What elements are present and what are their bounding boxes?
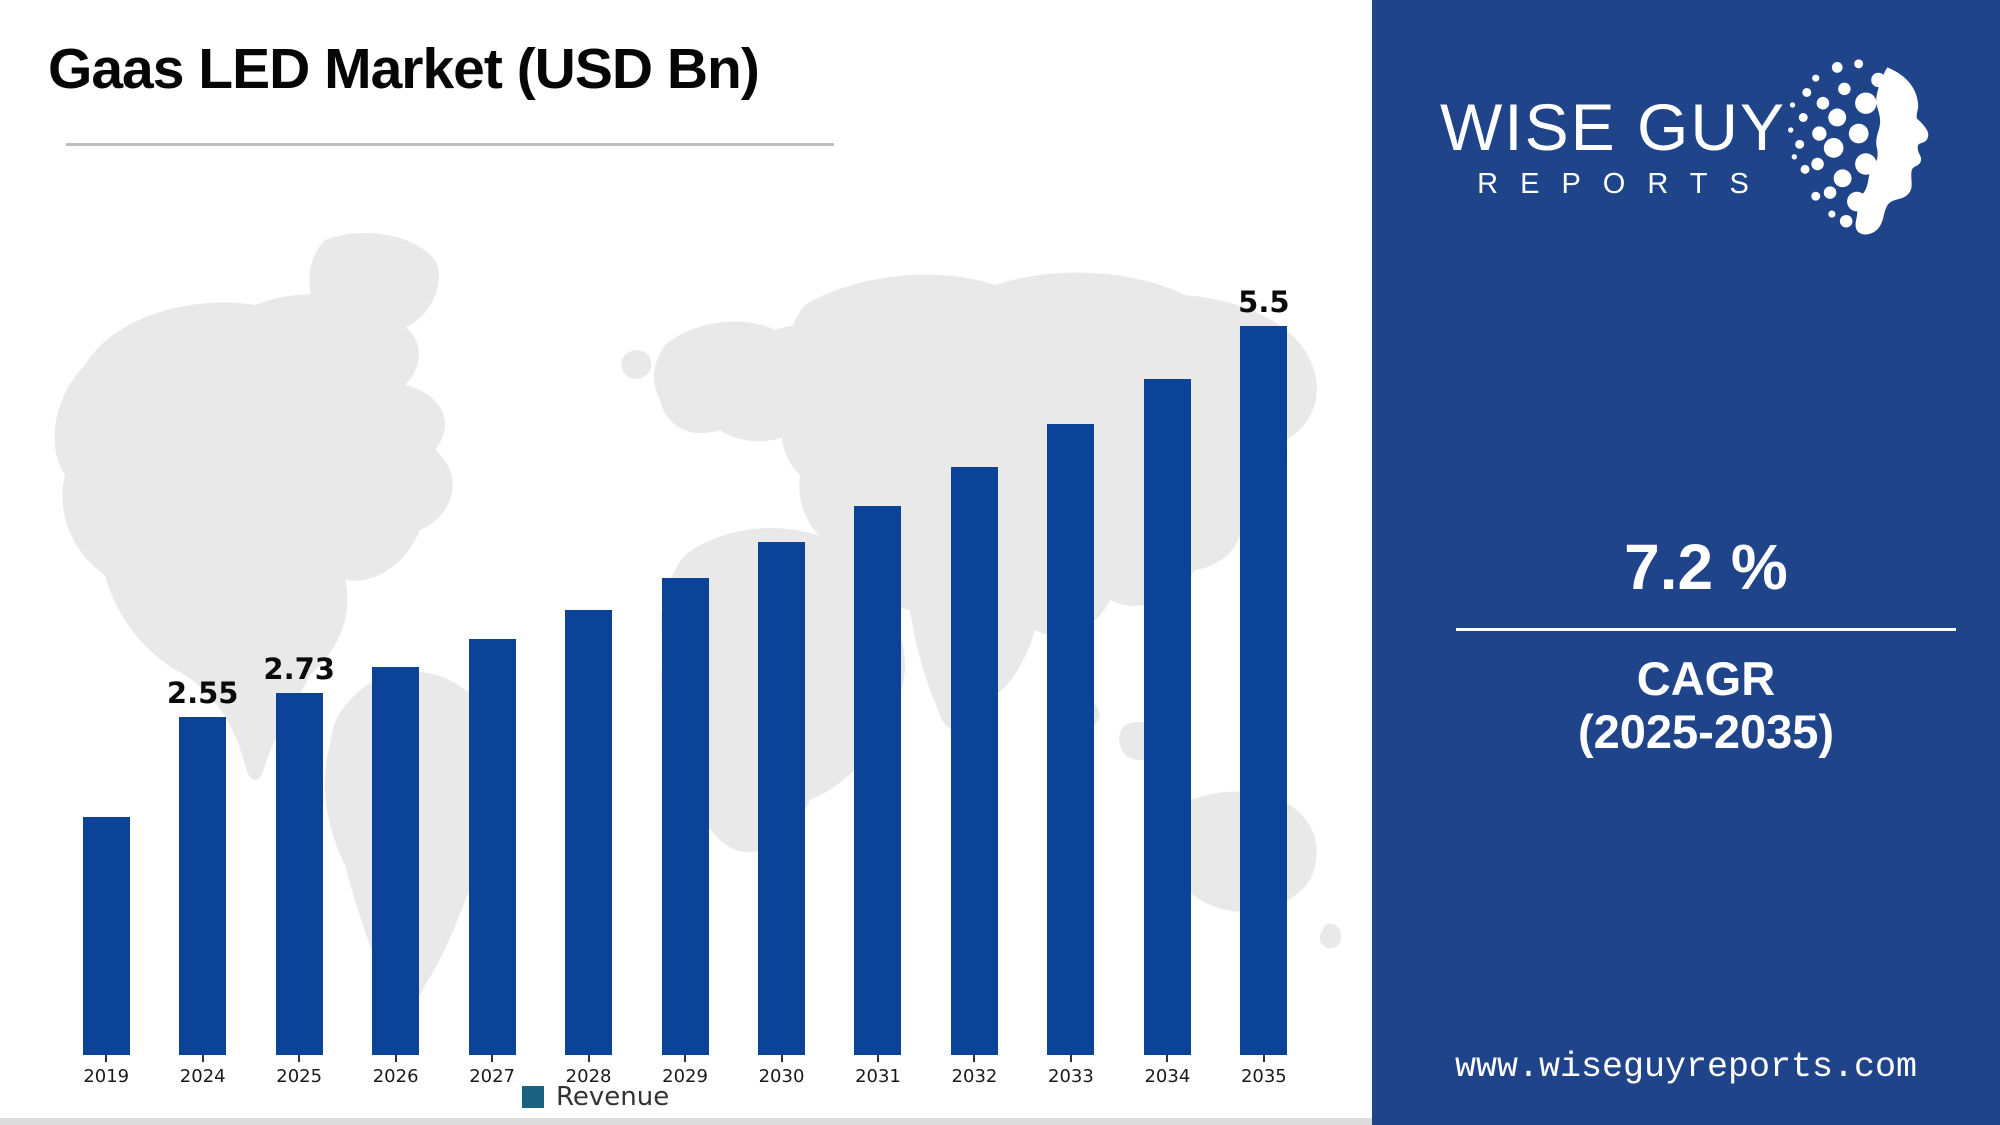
axis-tick bbox=[1262, 1055, 1265, 1062]
bar-value-label: 2.73 bbox=[263, 652, 335, 687]
bar-2026 bbox=[372, 666, 420, 1055]
bar-column-2034 bbox=[1119, 275, 1215, 1055]
bar-chart: 2.55 2.73 5.5 bbox=[58, 275, 1312, 1055]
x-axis-label: 2026 bbox=[372, 1066, 419, 1087]
axis-tick bbox=[491, 1055, 494, 1062]
x-axis-group-2029: 2029 bbox=[637, 1055, 733, 1087]
bar-column-2019 bbox=[58, 275, 154, 1055]
brand-logo: WISE GUY REPORTS bbox=[1372, 52, 2000, 242]
axis-tick bbox=[394, 1055, 397, 1062]
x-axis-group-2024: 2024 bbox=[154, 1055, 250, 1087]
bar-column-2026 bbox=[347, 275, 443, 1055]
x-axis-group-2031: 2031 bbox=[830, 1055, 926, 1087]
bar-column-2035: 5.5 bbox=[1216, 275, 1312, 1055]
x-axis-label: 2032 bbox=[951, 1066, 998, 1087]
x-axis-group-2030: 2030 bbox=[733, 1055, 829, 1087]
bar-2019 bbox=[82, 816, 130, 1055]
chart-section: Gaas LED Market (USD Bn) bbox=[0, 37, 1372, 1125]
bar-2030 bbox=[758, 542, 806, 1055]
x-axis-group-2033: 2033 bbox=[1023, 1055, 1119, 1087]
bar-2025 bbox=[275, 693, 323, 1055]
x-axis-group-2019: 2019 bbox=[58, 1055, 154, 1087]
bar-2029 bbox=[661, 578, 709, 1055]
x-axis-group-2032: 2032 bbox=[926, 1055, 1022, 1087]
x-axis-label: 2025 bbox=[276, 1066, 323, 1087]
axis-tick bbox=[201, 1055, 204, 1062]
bar-2033 bbox=[1047, 424, 1095, 1055]
x-axis-label: 2028 bbox=[565, 1066, 612, 1087]
bar-2035 bbox=[1240, 326, 1288, 1055]
x-axis-label: 2029 bbox=[662, 1066, 708, 1087]
bar-column-2024: 2.55 bbox=[154, 275, 250, 1055]
x-axis-group-2034: 2034 bbox=[1119, 1055, 1215, 1087]
x-axis: 2019 2024 2025 2026 2027 2028 2029 2030 2031 2032… bbox=[58, 1055, 1312, 1087]
legend-swatch bbox=[522, 1086, 544, 1108]
x-axis-label: 2027 bbox=[469, 1066, 516, 1087]
x-axis-label: 2033 bbox=[1048, 1066, 1094, 1087]
bar-2028 bbox=[565, 609, 613, 1055]
bar-column-2030 bbox=[733, 275, 829, 1055]
bar-column-2028 bbox=[540, 275, 636, 1055]
axis-tick bbox=[587, 1055, 590, 1062]
logo-wise-guy: WISE GUY bbox=[1439, 89, 1787, 164]
axis-tick bbox=[298, 1055, 301, 1062]
cagr-divider bbox=[1456, 628, 1956, 631]
x-axis-label: 2035 bbox=[1240, 1066, 1287, 1087]
bar-2034 bbox=[1143, 379, 1191, 1055]
axis-tick bbox=[105, 1055, 108, 1062]
cagr-label: CAGR bbox=[1636, 652, 1776, 705]
cagr-range: (2025-2035) bbox=[1577, 704, 1835, 758]
bar-column-2032 bbox=[926, 275, 1022, 1055]
x-axis-label: 2024 bbox=[179, 1066, 226, 1087]
title-underline bbox=[66, 143, 834, 146]
cagr-block: 7.2 % CAGR (2025-2035) bbox=[1422, 530, 1990, 758]
bar-column-2033 bbox=[1023, 275, 1119, 1055]
bar-2031 bbox=[854, 506, 902, 1055]
page-title: Gaas LED Market (USD Bn) bbox=[48, 37, 760, 101]
website-url: www.wiseguyreports.com bbox=[1454, 1047, 1918, 1087]
bar-column-2031 bbox=[830, 275, 926, 1055]
legend-label: Revenue bbox=[556, 1082, 670, 1112]
axis-tick bbox=[1069, 1055, 1072, 1062]
x-axis-group-2025: 2025 bbox=[251, 1055, 347, 1087]
x-axis-group-2026: 2026 bbox=[347, 1055, 443, 1087]
right-panel: WISE GUY REPORTS bbox=[1372, 0, 2000, 1125]
bar-column-2025: 2.73 bbox=[251, 275, 347, 1055]
cagr-value: 7.2 % bbox=[1624, 531, 1788, 603]
logo-reports: REPORTS bbox=[1477, 168, 1771, 201]
x-axis-group-2035: 2035 bbox=[1216, 1055, 1312, 1087]
brand-logo-text: WISE GUY REPORTS bbox=[1439, 89, 1787, 201]
x-axis-label: 2031 bbox=[855, 1066, 901, 1087]
axis-tick bbox=[684, 1055, 687, 1062]
bar-2032 bbox=[950, 466, 998, 1055]
x-axis-label: 2030 bbox=[758, 1066, 805, 1087]
x-axis-group-2028: 2028 bbox=[540, 1055, 636, 1087]
bottom-strip bbox=[0, 1118, 1372, 1125]
bar-2024 bbox=[179, 717, 227, 1055]
axis-tick bbox=[780, 1055, 783, 1062]
bar-2027 bbox=[468, 638, 516, 1055]
axis-tick bbox=[1166, 1055, 1169, 1062]
axis-tick bbox=[876, 1055, 879, 1062]
bar-value-label: 2.55 bbox=[166, 676, 239, 711]
head-profile-icon bbox=[1788, 59, 1929, 235]
x-axis-label: 2019 bbox=[83, 1066, 130, 1087]
bar-column-2027 bbox=[444, 275, 540, 1055]
x-axis-group-2027: 2027 bbox=[444, 1055, 540, 1087]
legend: Revenue bbox=[522, 1082, 669, 1112]
axis-tick bbox=[973, 1055, 976, 1062]
bar-column-2029 bbox=[637, 275, 733, 1055]
bar-value-label: 5.5 bbox=[1238, 285, 1290, 320]
x-axis-label: 2034 bbox=[1144, 1066, 1191, 1087]
